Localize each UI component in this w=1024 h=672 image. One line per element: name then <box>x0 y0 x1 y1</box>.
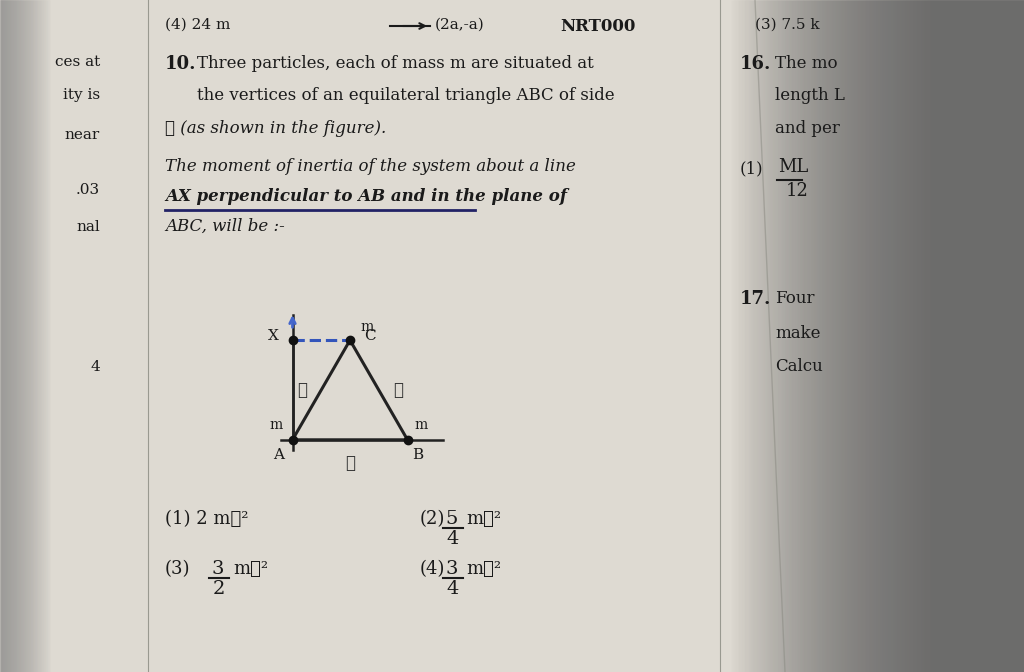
Text: The moment of inertia of the system about a line: The moment of inertia of the system abou… <box>165 158 575 175</box>
Text: (4) 24 m: (4) 24 m <box>165 18 230 32</box>
Text: mℓ²: mℓ² <box>466 560 501 578</box>
Text: Three particles, each of mass m are situated at: Three particles, each of mass m are situ… <box>197 55 594 72</box>
Text: C: C <box>364 329 376 343</box>
Text: 4: 4 <box>446 530 459 548</box>
Text: the vertices of an equilateral triangle ABC of side: the vertices of an equilateral triangle … <box>197 87 614 104</box>
Text: (1): (1) <box>740 160 764 177</box>
Text: 12: 12 <box>786 182 809 200</box>
Text: length L: length L <box>775 87 845 104</box>
Text: 10.: 10. <box>165 55 197 73</box>
Text: Four: Four <box>775 290 814 307</box>
Text: ABC, will be :-: ABC, will be :- <box>165 218 285 235</box>
Text: 4: 4 <box>90 360 100 374</box>
Text: ℓ: ℓ <box>393 382 402 398</box>
Text: m: m <box>415 418 428 432</box>
Text: ℓ (as shown in the figure).: ℓ (as shown in the figure). <box>165 120 386 137</box>
Text: 17.: 17. <box>740 290 771 308</box>
Text: m: m <box>360 320 374 334</box>
Text: ces at: ces at <box>54 55 100 69</box>
Text: (2): (2) <box>420 510 445 528</box>
Text: mℓ²: mℓ² <box>233 560 268 578</box>
Text: X: X <box>267 329 279 343</box>
Text: (2a,-a): (2a,-a) <box>435 18 484 32</box>
Text: mℓ²: mℓ² <box>466 510 501 528</box>
Text: m: m <box>270 418 283 432</box>
Text: 3: 3 <box>212 560 224 578</box>
Text: ℓ: ℓ <box>297 382 307 398</box>
Text: ity is: ity is <box>62 88 100 102</box>
Text: 5: 5 <box>445 510 458 528</box>
Text: A: A <box>273 448 284 462</box>
Text: The mo: The mo <box>775 55 838 72</box>
Text: 3: 3 <box>445 560 459 578</box>
Text: (1) 2 mℓ²: (1) 2 mℓ² <box>165 510 249 528</box>
Text: make: make <box>775 325 820 342</box>
Text: ML: ML <box>778 158 808 176</box>
Text: 16.: 16. <box>740 55 771 73</box>
Text: .03: .03 <box>76 183 100 197</box>
Text: NRT000: NRT000 <box>560 18 635 35</box>
Text: AX perpendicular to AB and in the plane of: AX perpendicular to AB and in the plane … <box>165 188 567 205</box>
Text: ℓ: ℓ <box>345 455 355 472</box>
Text: Calcu: Calcu <box>775 358 822 375</box>
Text: 4: 4 <box>446 580 459 598</box>
Text: (3): (3) <box>165 560 190 578</box>
Text: (3) 7.5 k: (3) 7.5 k <box>755 18 819 32</box>
Text: nal: nal <box>76 220 100 234</box>
Text: (4): (4) <box>420 560 445 578</box>
Text: near: near <box>65 128 100 142</box>
Text: and per: and per <box>775 120 840 137</box>
Text: 2: 2 <box>213 580 225 598</box>
Text: B: B <box>412 448 423 462</box>
